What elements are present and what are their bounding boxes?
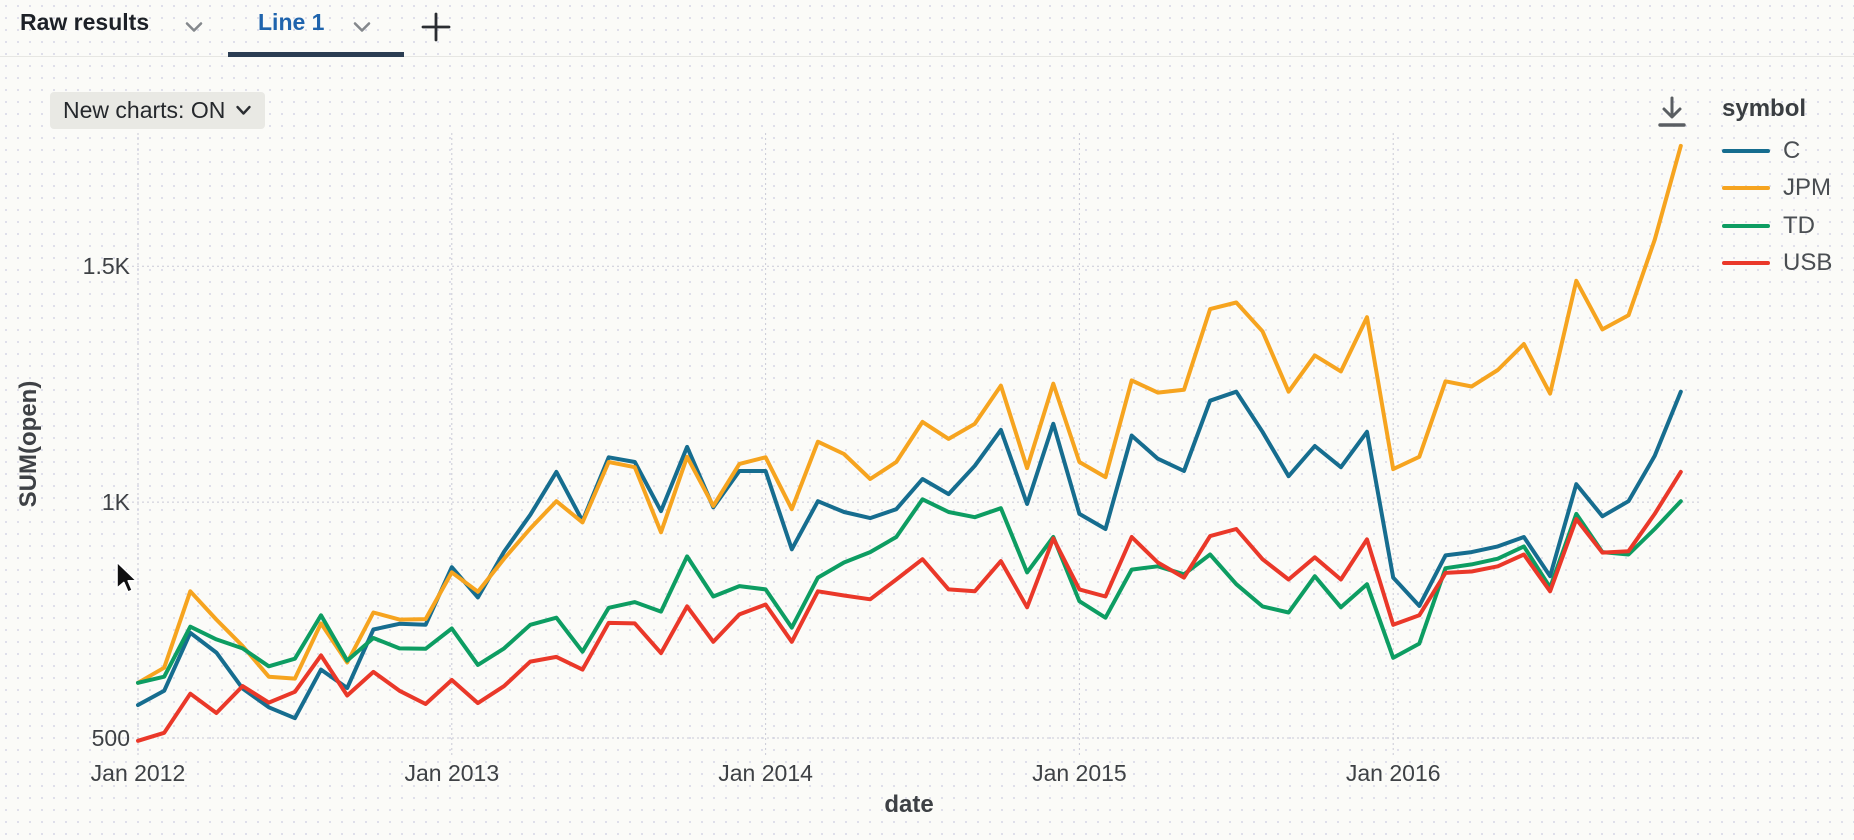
add-chart-tab-button[interactable] — [416, 8, 456, 48]
chevron-down-icon — [236, 105, 252, 115]
x-tick-label: Jan 2012 — [91, 760, 186, 786]
series-usb-line — [136, 469, 1683, 743]
x-tick-label: Jan 2015 — [1032, 760, 1127, 786]
new-charts-toggle[interactable]: New charts: ON — [50, 92, 266, 129]
series-jpm-line — [136, 143, 1683, 685]
mouse-cursor — [116, 561, 138, 593]
x-axis-title: date — [884, 791, 933, 818]
legend-label: USB — [1783, 249, 1833, 276]
legend-item-c[interactable]: C — [1722, 137, 1832, 164]
chevron-down-icon[interactable] — [352, 21, 372, 33]
legend-swatch-usb — [1722, 261, 1770, 265]
y-tick-label: 1.5K — [83, 253, 131, 279]
y-tick-label: 500 — [92, 725, 130, 751]
tab-line-1-label: Line 1 — [258, 9, 325, 35]
legend-item-usb[interactable]: USB — [1722, 249, 1833, 277]
legend-item-td[interactable]: TD — [1722, 212, 1832, 239]
new-charts-toggle-label: New charts: ON — [63, 97, 226, 123]
tab-bar: Raw results Line 1 — [0, 0, 1854, 57]
legend-swatch-td — [1722, 223, 1770, 228]
y-axis-title: SUM(open) — [15, 381, 42, 508]
legend-label: JPM — [1783, 174, 1831, 201]
plus-icon — [421, 12, 451, 41]
tab-raw-results-label: Raw results — [20, 9, 150, 35]
series-td-line — [136, 497, 1683, 685]
x-tick-label: Jan 2016 — [1346, 760, 1441, 786]
chart-legend: symbol C JPM TD USB — [1722, 95, 1832, 287]
chevron-down-icon[interactable] — [184, 21, 204, 33]
download-icon — [1658, 96, 1686, 127]
legend-items: C JPM TD USB — [1722, 137, 1832, 277]
legend-label: C — [1783, 136, 1801, 164]
x-tick-label: Jan 2013 — [404, 760, 499, 786]
legend-swatch-jpm — [1722, 186, 1770, 190]
legend-title: symbol — [1722, 95, 1807, 122]
active-tab-underline — [228, 52, 404, 57]
download-chart-button[interactable] — [1652, 92, 1692, 134]
legend-label: TD — [1783, 211, 1815, 239]
legend-item-jpm[interactable]: JPM — [1722, 174, 1832, 202]
y-tick-label: 1K — [102, 489, 131, 515]
legend-swatch-c — [1722, 148, 1770, 153]
x-tick-label: Jan 2014 — [718, 760, 813, 786]
series-c-line — [136, 389, 1683, 721]
